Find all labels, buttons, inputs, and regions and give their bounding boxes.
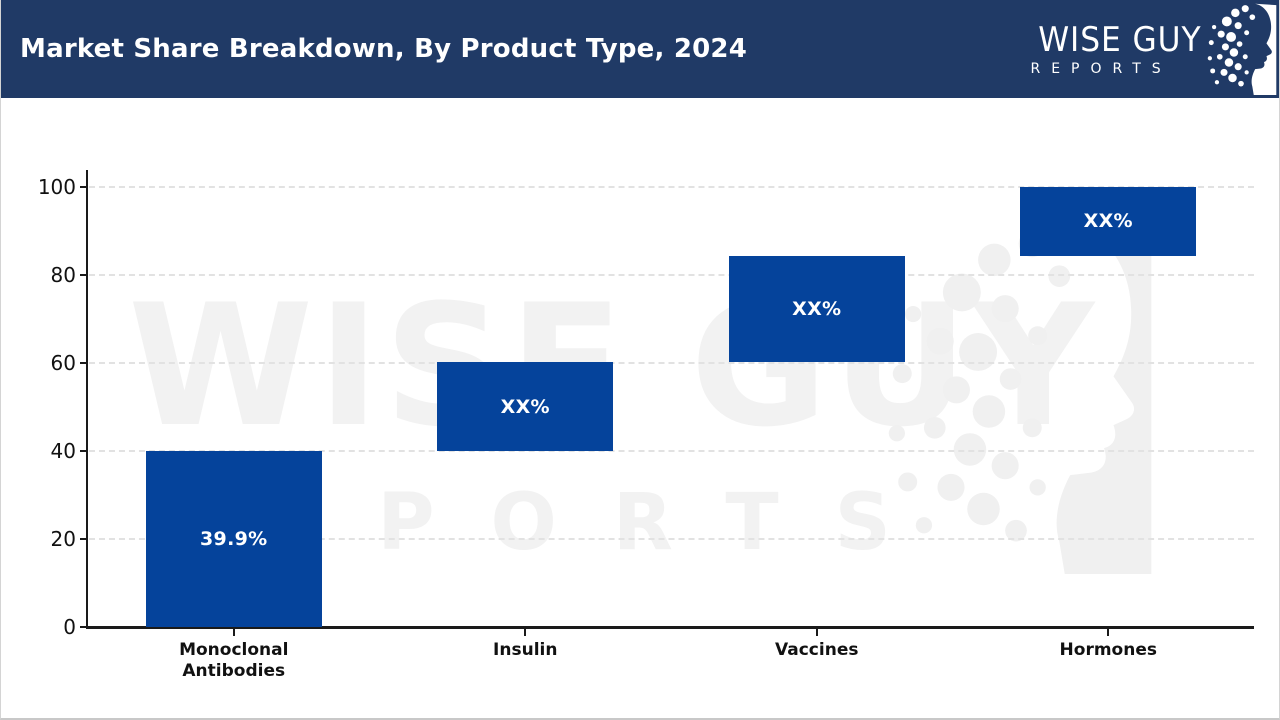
- x-tick-mark: [524, 629, 527, 636]
- y-tick-mark: [80, 362, 88, 364]
- y-tick-mark: [80, 626, 88, 628]
- y-tick-label: 0: [63, 615, 76, 639]
- y-tick-label: 40: [50, 439, 76, 463]
- logo-wordmark: WISE GUY: [1038, 19, 1202, 60]
- y-tick-label: 80: [50, 263, 76, 287]
- x-category-label: Hormones: [1059, 640, 1157, 660]
- bar-hormones: XX%: [1020, 187, 1197, 256]
- gridline: [89, 362, 1254, 364]
- gridline: [89, 274, 1254, 276]
- y-tick-mark: [80, 274, 88, 276]
- bar-monoclonal-antibodies: 39.9%: [145, 451, 322, 627]
- y-tick-label: 100: [37, 175, 76, 199]
- dotted-head-logo-icon: [1204, 3, 1278, 95]
- x-tick-mark: [1107, 629, 1110, 636]
- x-category-label: Vaccines: [775, 640, 859, 660]
- gridline: [89, 450, 1254, 452]
- bar-value-label: XX%: [500, 395, 550, 418]
- y-tick-label: 60: [50, 351, 76, 375]
- y-tick-label: 20: [50, 527, 76, 551]
- y-tick-mark: [80, 538, 88, 540]
- gridline: [89, 186, 1254, 188]
- header-bar: Market Share Breakdown, By Product Type,…: [0, 0, 1280, 98]
- logo-subtitle: REPORTS: [1030, 60, 1172, 77]
- x-axis: [86, 626, 1254, 629]
- bar-value-label: 39.9%: [200, 528, 268, 551]
- x-category-label: Monoclonal Antibodies: [179, 640, 289, 682]
- y-tick-mark: [80, 186, 88, 188]
- bar-value-label: XX%: [1083, 210, 1133, 233]
- x-tick-mark: [815, 629, 818, 636]
- y-axis: [86, 170, 88, 629]
- bar-insulin: XX%: [437, 362, 614, 452]
- gridline: [89, 538, 1254, 540]
- bar-value-label: XX%: [792, 298, 842, 321]
- wise-guy-logo: WISE GUY REPORTS: [1024, 0, 1280, 98]
- logo-text: WISE GUY REPORTS: [1024, 23, 1202, 76]
- y-tick-mark: [80, 450, 88, 452]
- x-tick-mark: [232, 629, 235, 636]
- bar-vaccines: XX%: [728, 256, 905, 363]
- x-category-label: Insulin: [493, 640, 558, 660]
- page-title: Market Share Breakdown, By Product Type,…: [20, 34, 747, 64]
